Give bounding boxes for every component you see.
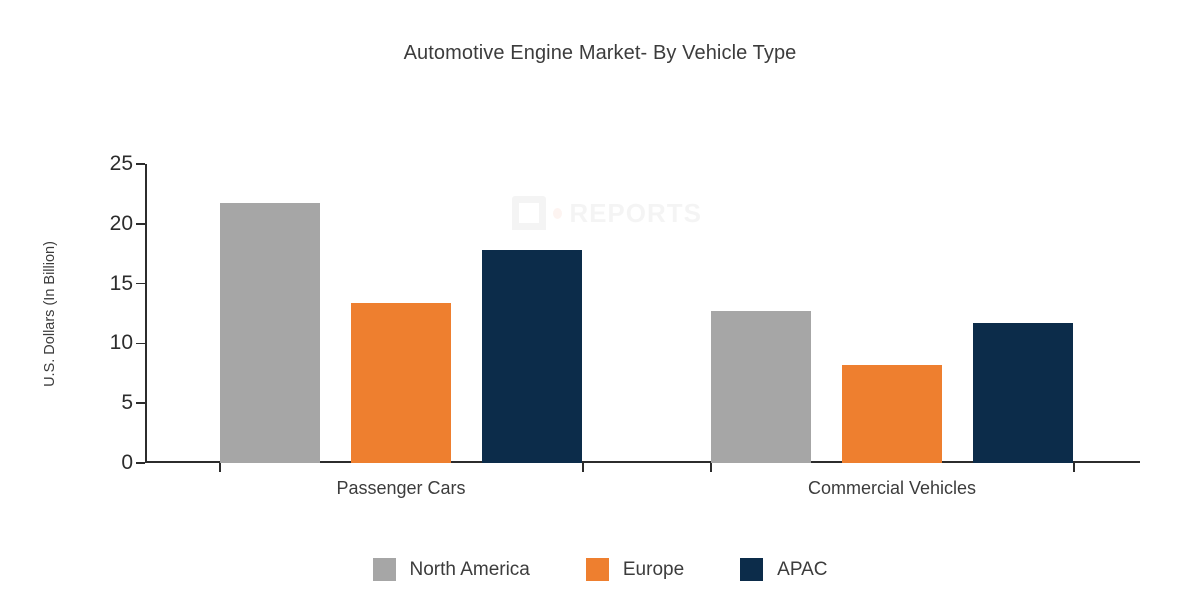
y-axis-tick-label: 5 [121,391,133,415]
y-axis-tick-mark [136,223,145,225]
bar-north-america-commercial-vehicles [711,311,811,463]
y-axis-title: U.S. Dollars (In Billion) [42,241,58,387]
x-axis-category-label: Commercial Vehicles [807,478,977,498]
plot-area: 0 5 10 15 20 25 [110,153,1140,473]
y-axis-line [145,164,147,463]
legend-item-north-america[interactable]: North America [372,558,530,581]
x-axis-category-label: Passenger Cars [336,478,466,498]
x-axis-line [145,461,1140,463]
bar-apac-passenger-cars [482,250,582,463]
x-axis-tick-mark [710,463,712,472]
bar-europe-commercial-vehicles [842,364,942,463]
y-axis-tick-mark [136,342,145,345]
legend-swatch-apac [740,558,764,581]
legend-item-apac[interactable]: APAC [740,558,828,581]
legend-label-north-america: North America [409,558,530,580]
y-axis-tick-label: 20 [109,211,133,235]
y-axis-tick-label: 10 [109,331,133,355]
y-axis-tick-mark [136,402,145,404]
chart-legend: North America Europe APAC [0,558,1200,581]
bar-europe-passenger-cars [351,302,451,463]
chart-title: Automotive Engine Market- By Vehicle Typ… [403,42,797,64]
bar-apac-commercial-vehicles [973,323,1073,463]
legend-swatch-europe [585,558,609,581]
bar-north-america-passenger-cars [220,203,320,463]
x-axis-tick-mark [582,463,584,472]
x-axis-tick-mark [1073,463,1075,472]
legend-item-europe[interactable]: Europe [585,558,685,581]
y-axis-tick-label: 25 [109,152,133,176]
x-axis-tick-mark [219,463,221,472]
y-axis-tick-mark [136,462,145,464]
y-axis-tick-mark [136,282,145,285]
legend-label-apac: APAC [777,558,828,580]
y-axis-tick-label: 0 [121,451,133,475]
legend-label-europe: Europe [622,558,685,580]
y-axis-tick-mark [136,163,145,165]
y-axis-tick-label: 15 [109,271,133,295]
legend-swatch-north-america [372,558,396,581]
